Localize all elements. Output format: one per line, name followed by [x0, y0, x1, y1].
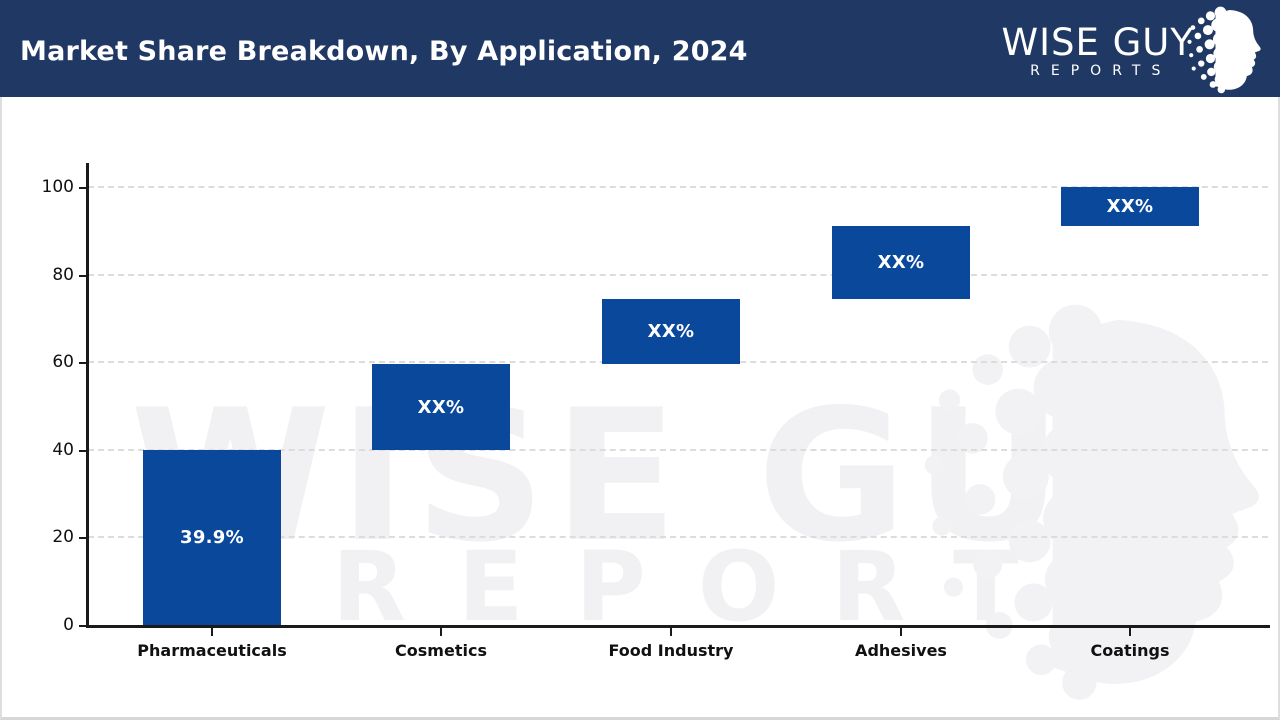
watermark-face-icon [924, 304, 1259, 700]
wiseguy-face-icon [1187, 6, 1261, 93]
brand-subname: REPORTS [1030, 62, 1172, 79]
header-bar: Market Share Breakdown, By Application, … [0, 0, 1280, 97]
brand-name: WISE GUY [1001, 20, 1194, 64]
chart-canvas: WISE GUY REPORTS [0, 97, 1280, 720]
page-title: Market Share Breakdown, By Application, … [20, 36, 748, 67]
brand-logo: WISE GUY REPORTS [1002, 5, 1266, 97]
brand-logo-text: WISE GUY REPORTS [1002, 24, 1194, 78]
